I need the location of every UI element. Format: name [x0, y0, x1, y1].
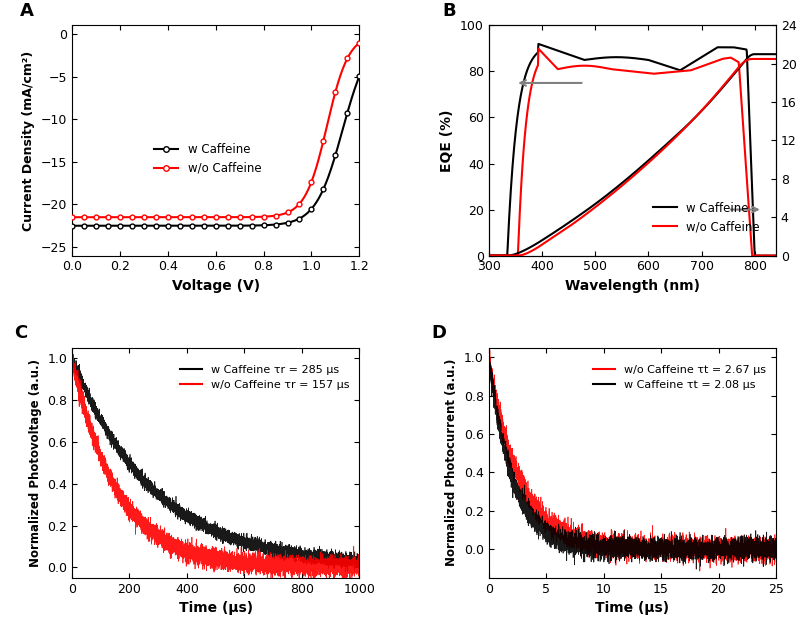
Y-axis label: EQE (%): EQE (%)	[440, 109, 454, 171]
Y-axis label: Normalized Photovoltage (a.u.): Normalized Photovoltage (a.u.)	[29, 359, 42, 567]
Y-axis label: Normalized Photocurrent (a.u.): Normalized Photocurrent (a.u.)	[446, 359, 458, 566]
X-axis label: Wavelength (nm): Wavelength (nm)	[565, 279, 700, 293]
Legend: w/o Caffeine τt = 2.67 μs, w Caffeine τt = 2.08 μs: w/o Caffeine τt = 2.67 μs, w Caffeine τt…	[589, 360, 770, 394]
X-axis label: Voltage (V): Voltage (V)	[172, 279, 260, 293]
Text: C: C	[14, 324, 28, 342]
X-axis label: Time (μs): Time (μs)	[595, 601, 670, 615]
Text: A: A	[20, 2, 34, 20]
Text: B: B	[442, 2, 456, 20]
Legend: w Caffeine, w/o Caffeine: w Caffeine, w/o Caffeine	[150, 138, 266, 180]
Legend: w Caffeine τr = 285 μs, w/o Caffeine τr = 157 μs: w Caffeine τr = 285 μs, w/o Caffeine τr …	[175, 360, 354, 394]
Y-axis label: Current Density (mA/cm²): Current Density (mA/cm²)	[22, 50, 35, 231]
X-axis label: Time (μs): Time (μs)	[178, 601, 253, 615]
Legend: w Caffeine, w/o Caffeine: w Caffeine, w/o Caffeine	[648, 197, 764, 238]
Text: D: D	[431, 324, 446, 342]
